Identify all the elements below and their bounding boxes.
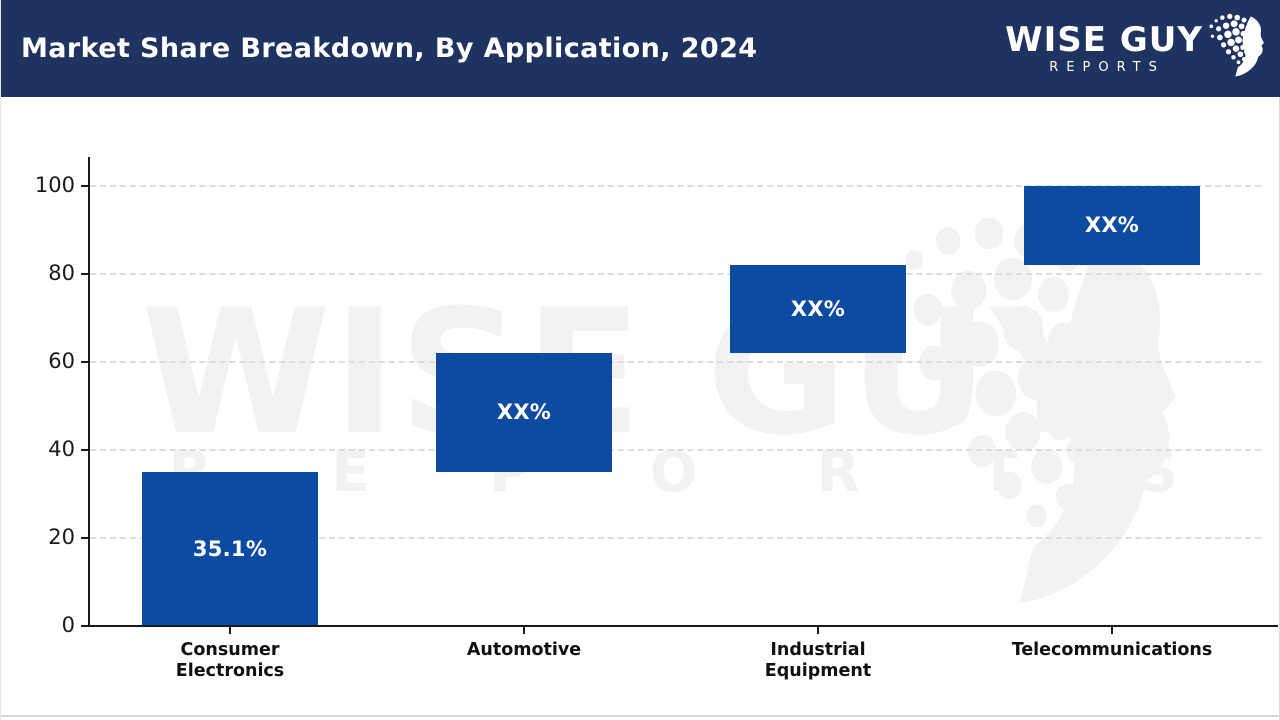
bar-consumer-electronics: 35.1% — [142, 471, 318, 626]
bottom-divider — [1, 715, 1280, 717]
y-tick-80 — [81, 273, 89, 275]
brand-subname: REPORTS — [1049, 59, 1165, 75]
header-bar: Market Share Breakdown, By Application, … — [1, 0, 1280, 97]
x-tick-consumer-electronics — [229, 627, 231, 634]
gridline-y-60 — [90, 361, 1261, 363]
category-label-automotive: Automotive — [466, 640, 582, 660]
bar-value-label-telecommunications: XX% — [1084, 213, 1140, 238]
category-label-industrial-equipment: Industrial Equipment — [764, 640, 872, 681]
gridline-y-20 — [90, 537, 1261, 539]
bar-automotive: XX% — [436, 352, 612, 472]
x-axis-line — [86, 625, 1278, 627]
y-tick-label-100: 100 — [34, 173, 75, 197]
bar-industrial-equipment: XX% — [730, 264, 906, 353]
x-tick-industrial-equipment — [817, 627, 819, 634]
brand-logo: WISE GUY REPORTS — [1005, 8, 1267, 88]
x-tick-automotive — [523, 627, 525, 634]
brand-logo-text: WISE GUY REPORTS — [1005, 22, 1203, 75]
y-tick-label-20: 20 — [48, 525, 75, 549]
gridline-y-100 — [90, 185, 1261, 187]
gridline-y-40 — [90, 449, 1261, 451]
y-tick-label-40: 40 — [48, 437, 75, 461]
y-tick-60 — [81, 361, 89, 363]
bar-value-label-consumer-electronics: 35.1% — [192, 536, 268, 561]
y-tick-20 — [81, 537, 89, 539]
category-label-telecommunications: Telecommunications — [1011, 640, 1213, 660]
y-tick-label-80: 80 — [48, 261, 75, 285]
bar-telecommunications: XX% — [1024, 186, 1200, 265]
gridline-y-80 — [90, 273, 1261, 275]
y-axis-line — [88, 157, 90, 627]
bar-value-label-automotive: XX% — [496, 400, 552, 425]
category-label-consumer-electronics: Consumer Electronics — [175, 640, 285, 681]
y-tick-label-0: 0 — [61, 613, 75, 637]
y-tick-0 — [81, 625, 89, 627]
brand-name: WISE GUY — [1005, 19, 1203, 60]
page-title: Market Share Breakdown, By Application, … — [21, 33, 758, 64]
y-tick-100 — [81, 185, 89, 187]
y-tick-label-60: 60 — [48, 349, 75, 373]
x-tick-telecommunications — [1111, 627, 1113, 634]
y-tick-40 — [81, 449, 89, 451]
bar-value-label-industrial-equipment: XX% — [790, 296, 846, 321]
